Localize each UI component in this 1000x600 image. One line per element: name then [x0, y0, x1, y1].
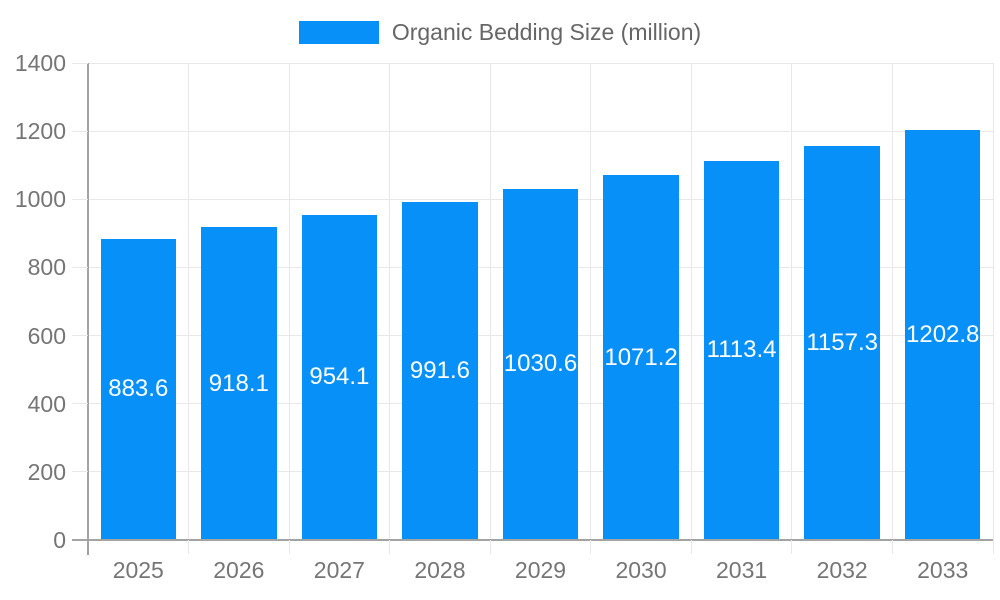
bar[interactable]: 1202.8: [905, 130, 981, 540]
v-gridline: [389, 63, 391, 540]
y-tick-mark: [72, 335, 88, 337]
y-tick-label: 1200: [14, 118, 66, 145]
y-tick-mark: [72, 471, 88, 473]
x-tick-mark: [891, 540, 893, 554]
bar[interactable]: 954.1: [301, 214, 378, 540]
bar[interactable]: 1071.2: [603, 175, 679, 540]
x-tick-mark: [791, 540, 793, 554]
v-gridline: [188, 63, 190, 540]
y-tick-label: 800: [27, 254, 66, 281]
x-tick-label: 2025: [112, 557, 164, 583]
x-tick-label: 2028: [414, 557, 466, 583]
bar-value-label: 883.6: [108, 375, 169, 403]
y-tick-mark: [72, 266, 88, 268]
y-tick-label: 200: [27, 458, 66, 485]
bar-value-label: 954.1: [309, 363, 370, 391]
x-tick-label: 2026: [213, 557, 265, 583]
bar-value-label: 1030.6: [503, 350, 578, 378]
y-tick-mark: [72, 130, 88, 132]
plot-area: 883.6 918.1 954.1 991.6 1030.6 1071.2 1113.4 11…: [88, 62, 994, 540]
legend-swatch: [298, 20, 379, 44]
x-tick-label: 2032: [816, 557, 868, 583]
y-tick-label: 0: [53, 527, 66, 553]
x-tick-mark: [288, 540, 290, 554]
x-tick-mark: [389, 540, 391, 554]
x-tick-mark: [590, 540, 592, 554]
bar[interactable]: 1157.3: [804, 145, 880, 540]
bar-value-label: 1113.4: [706, 336, 777, 364]
bar-value-label: 1071.2: [604, 343, 678, 371]
y-tick-label: 400: [27, 390, 66, 417]
h-gridline: [88, 62, 993, 64]
x-tick-mark: [992, 540, 994, 554]
x-tick-label: 2031: [716, 557, 768, 583]
y-tick-mark: [72, 403, 88, 405]
bar[interactable]: 918.1: [201, 227, 277, 540]
v-gridline: [791, 63, 793, 540]
y-tick-mark: [72, 198, 88, 200]
x-tick-label: 2027: [313, 557, 365, 583]
v-gridline: [992, 63, 994, 540]
x-axis-line: [72, 539, 993, 541]
x-tick-mark: [690, 540, 692, 554]
bar[interactable]: 991.6: [402, 202, 478, 540]
bar[interactable]: 883.6: [100, 238, 176, 540]
y-tick-label: 600: [27, 322, 66, 349]
bar-value-label: 991.6: [409, 357, 470, 385]
bar-value-label: 918.1: [208, 369, 269, 397]
h-gridline: [88, 130, 993, 132]
x-tick-label: 2029: [514, 557, 567, 583]
v-gridline: [690, 63, 692, 540]
x-tick-label: 2030: [615, 557, 667, 583]
y-tick-label: 1400: [14, 50, 66, 76]
v-gridline: [891, 63, 893, 540]
x-tick-mark: [188, 540, 190, 554]
x-tick-label: 2033: [917, 557, 969, 583]
y-axis-line: [87, 63, 89, 555]
bar-value-label: 1157.3: [806, 328, 878, 356]
bar[interactable]: 1113.4: [703, 160, 780, 540]
v-gridline: [288, 63, 290, 540]
y-tick-label: 1000: [14, 186, 66, 213]
bar-value-label: 1202.8: [906, 321, 980, 349]
bar[interactable]: 1030.6: [502, 188, 579, 540]
legend-label: Organic Bedding Size (million): [391, 18, 702, 45]
x-tick-mark: [489, 540, 491, 554]
legend-item[interactable]: Organic Bedding Size (million): [0, 16, 1000, 48]
v-gridline: [489, 63, 491, 540]
y-tick-mark: [72, 62, 88, 64]
v-gridline: [590, 63, 592, 540]
